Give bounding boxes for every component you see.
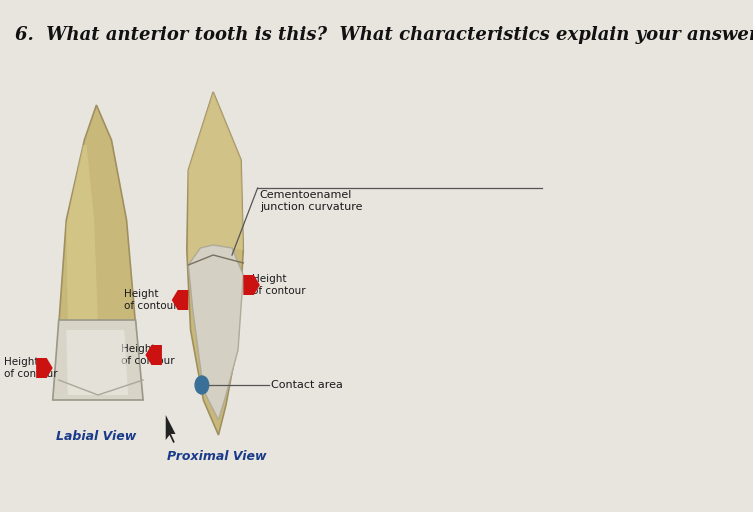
Text: Proximal View: Proximal View [167, 450, 267, 463]
Text: Cementoenamel
junction curvature: Cementoenamel junction curvature [260, 190, 362, 211]
Polygon shape [36, 358, 53, 378]
Polygon shape [172, 290, 188, 310]
Polygon shape [188, 92, 243, 265]
Polygon shape [53, 320, 143, 400]
Polygon shape [188, 245, 243, 420]
Text: Height
of contour: Height of contour [124, 289, 178, 311]
Polygon shape [145, 345, 162, 365]
Polygon shape [59, 105, 136, 325]
Text: Height
of contour: Height of contour [252, 274, 306, 296]
Text: Height
of contour: Height of contour [120, 344, 174, 366]
Polygon shape [166, 415, 175, 443]
Text: Height
of contour: Height of contour [4, 357, 57, 379]
Text: Labial View: Labial View [56, 430, 136, 443]
Circle shape [195, 376, 209, 394]
Text: 6.  What anterior tooth is this?  What characteristics explain your answer?: 6. What anterior tooth is this? What cha… [15, 26, 753, 44]
Polygon shape [187, 92, 243, 435]
Polygon shape [66, 330, 128, 395]
Polygon shape [243, 275, 260, 295]
Polygon shape [66, 145, 98, 320]
Text: Contact area: Contact area [271, 380, 343, 390]
